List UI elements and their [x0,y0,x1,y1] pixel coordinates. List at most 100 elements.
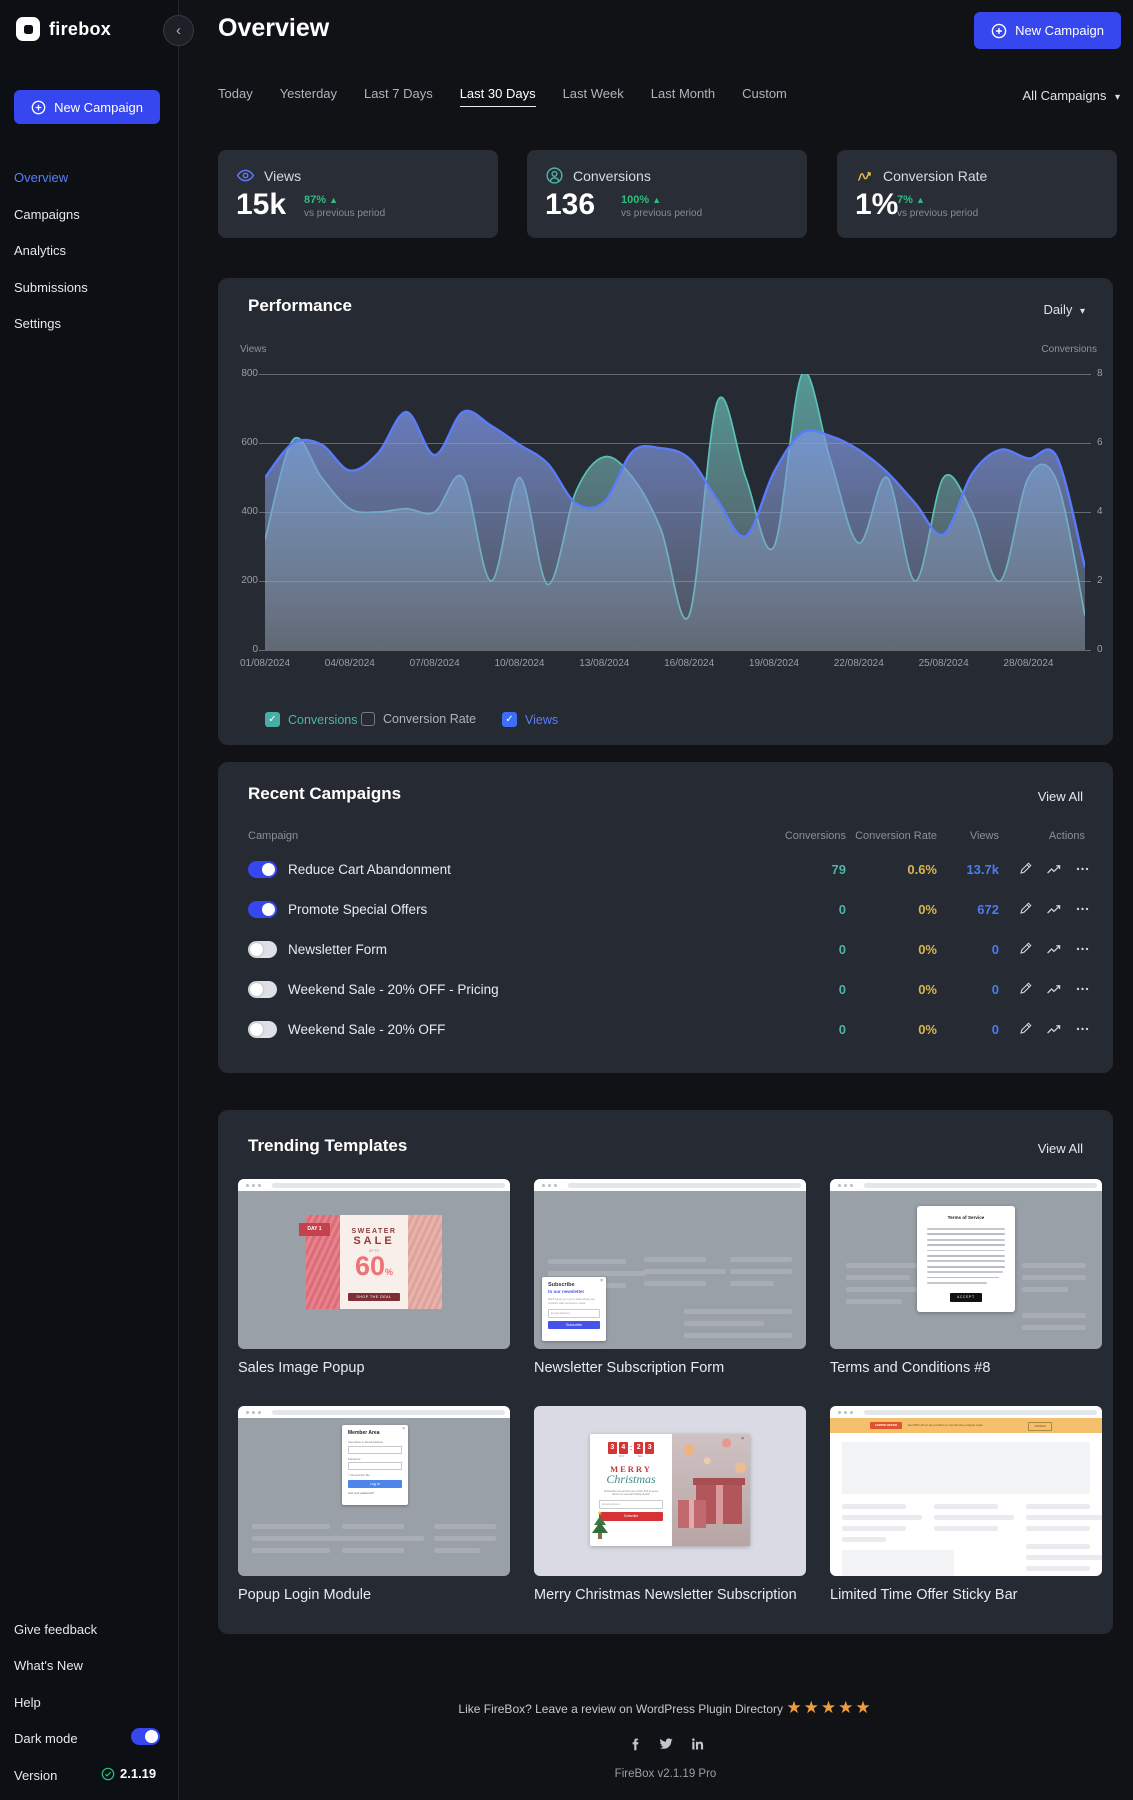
more-options-icon[interactable] [1075,902,1090,916]
browser-chrome [534,1179,806,1191]
chart-range-dropdown[interactable]: Daily ▾ [1043,302,1085,317]
template-tile-popup-login[interactable]: × Member Area Username or Email Address … [238,1406,510,1576]
analytics-icon[interactable] [1046,1022,1062,1036]
template-tile-newsletter-form[interactable]: × Subscribe to our newsletter We'll keep… [534,1179,806,1349]
recent-campaigns-title: Recent Campaigns [248,784,402,803]
legend-item-views[interactable]: ✓ Views [502,712,558,727]
linkedin-icon[interactable] [689,1736,704,1751]
sidebar-item-campaigns[interactable]: Campaigns [14,207,80,222]
footer-version: FireBox v2.1.19 Pro [614,1768,717,1780]
browser-chrome [238,1406,510,1418]
twitter-icon[interactable] [658,1736,674,1751]
stat-card-conversions: Conversions 136 100% ▲ vs previous perio… [527,150,807,238]
campaign-toggle[interactable] [248,981,277,998]
more-options-icon[interactable] [1075,982,1090,996]
sidebar-item-submissions[interactable]: Submissions [14,280,88,295]
edit-icon[interactable] [1018,861,1033,876]
legend-item-conversion-rate[interactable]: Conversion Rate [361,712,476,726]
campaign-toggle[interactable] [248,941,277,958]
campaign-conversions: 79 [831,862,846,877]
tab-yesterday[interactable]: Yesterday [279,86,338,101]
template-tile-terms-conditions[interactable]: Terms of Service ACCEPT [830,1179,1102,1349]
brand-name: firebox [49,18,112,39]
caret-down-icon: ▾ [1079,306,1085,317]
col-conversions: Conversions [784,830,846,842]
more-options-icon[interactable] [1075,1022,1090,1036]
campaign-filter-dropdown[interactable]: All Campaigns ▾ [1022,88,1120,103]
legend-item-conversions[interactable]: ✓ Conversions [265,712,357,727]
template-name: Terms and Conditions #8 [830,1360,991,1376]
analytics-icon[interactable] [1046,942,1062,956]
table-row: Newsletter Form 0 0% 0 [218,933,1113,967]
sidebar-item-analytics[interactable]: Analytics [14,243,67,258]
campaign-toggle[interactable] [248,901,277,918]
campaign-name[interactable]: Promote Special Offers [288,902,428,917]
edit-icon[interactable] [1018,901,1033,916]
sidebar-item-settings[interactable]: Settings [14,316,61,331]
checkbox-checked-icon[interactable]: ✓ [502,712,517,727]
tab-last-7-days[interactable]: Last 7 Days [364,86,433,101]
sidebar-new-campaign-button[interactable]: New Campaign [14,90,160,124]
checkbox-unchecked-icon[interactable] [361,712,375,726]
template-tile-merry-christmas[interactable]: 3 4 : 2 3 MIN SEC MERRY Christmas Subscri… [534,1406,806,1576]
firebox-logo-icon [16,17,40,41]
campaign-conversions: 0 [838,1022,846,1037]
more-options-icon[interactable] [1075,942,1090,956]
campaign-rate: 0% [918,982,937,997]
trending-templates-card: Trending Templates View All SWEATER SALE… [218,1110,1113,1634]
stat-note: vs previous period [897,208,979,219]
stat-note: vs previous period [304,208,386,219]
edit-icon[interactable] [1018,1021,1033,1036]
tab-last-month[interactable]: Last Month [650,86,716,101]
user-circle-icon [546,167,563,184]
template-tile-sales-image-popup[interactable]: SWEATER SALE UP TO 60% SHOP THE DEAL DAY… [238,1179,510,1349]
dark-mode-toggle[interactable] [131,1728,160,1745]
template-tile-sticky-bar[interactable]: LIMITED OFFER Get 20% off on any product… [830,1406,1102,1576]
more-options-icon[interactable] [1075,862,1090,876]
templates-view-all[interactable]: View All [1037,1141,1083,1156]
eye-icon [236,169,255,182]
analytics-icon[interactable] [1046,982,1062,996]
caret-down-icon: ▾ [1114,92,1120,103]
version-label: Version [14,1768,58,1783]
sidebar-item-help[interactable]: Help [14,1695,41,1710]
campaign-toggle[interactable] [248,861,277,878]
left-axis-title: Views [240,344,267,355]
plus-circle-icon [31,100,46,114]
sidebar-item-whats-new[interactable]: What's New [14,1658,83,1673]
edit-icon[interactable] [1018,981,1033,996]
col-campaign: Campaign [248,830,299,842]
checkbox-checked-icon[interactable]: ✓ [265,712,280,727]
campaign-views: 0 [991,942,999,957]
tab-last-week[interactable]: Last Week [562,86,624,101]
performance-area-chart[interactable] [265,374,1085,650]
five-star-rating[interactable]: ★★★★★ [786,1698,873,1717]
header-new-campaign-button[interactable]: New Campaign [974,12,1121,49]
stat-value: 136 [545,188,596,221]
sidebar-item-overview[interactable]: Overview [14,170,69,185]
terms-modal-art: Terms of Service ACCEPT [917,1206,1015,1312]
tab-last-30-days[interactable]: Last 30 Days [459,86,536,107]
performance-card: Performance Daily ▾ Views Conversions 80… [218,278,1113,745]
recent-campaigns-card: Recent Campaigns View All Campaign Conve… [218,762,1113,1073]
up-arrow-icon: ▲ [652,195,662,205]
christmas-popup-art: 3 4 : 2 3 MIN SEC MERRY Christmas Subscri… [590,1434,750,1546]
tab-today[interactable]: Today [218,86,253,101]
recent-campaigns-view-all[interactable]: View All [1037,789,1083,804]
template-name: Merry Christmas Newsletter Subscription [534,1587,797,1603]
campaign-name[interactable]: Weekend Sale - 20% OFF [288,1022,446,1037]
campaign-toggle[interactable] [248,1021,277,1038]
sidebar-item-give-feedback[interactable]: Give feedback [14,1622,98,1637]
campaign-name[interactable]: Weekend Sale - 20% OFF - Pricing [288,982,499,997]
campaign-name[interactable]: Reduce Cart Abandonment [288,862,451,877]
edit-icon[interactable] [1018,941,1033,956]
facebook-icon[interactable] [628,1736,643,1751]
analytics-icon[interactable] [1046,862,1062,876]
campaign-rate: 0% [918,902,937,917]
template-name: Sales Image Popup [238,1360,365,1376]
campaign-name[interactable]: Newsletter Form [288,942,388,957]
check-circle-icon [101,1767,115,1780]
analytics-icon[interactable] [1046,902,1062,916]
sidebar-collapse-button[interactable]: ‹ [163,15,194,46]
tab-custom[interactable]: Custom [742,86,787,101]
